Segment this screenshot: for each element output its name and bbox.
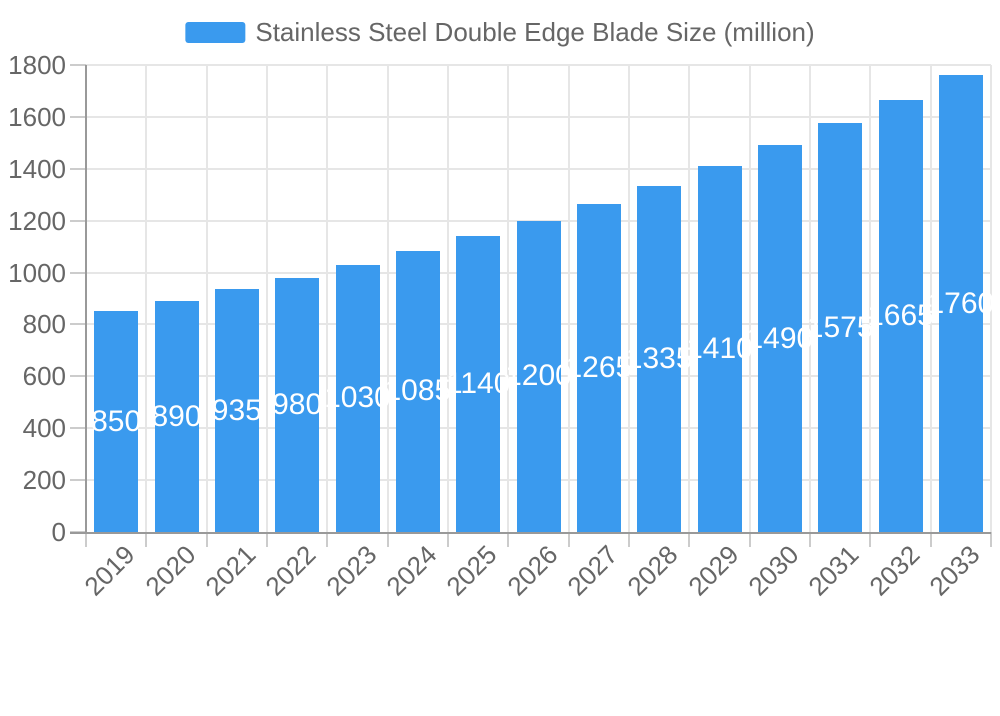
- bar[interactable]: [275, 277, 320, 532]
- y-axis-tick: [70, 64, 86, 66]
- bar-chart: Stainless Steel Double Edge Blade Size (…: [8, 17, 995, 602]
- gridline-horizontal: [86, 64, 991, 66]
- x-axis-tick: [688, 532, 691, 547]
- x-axis-line: [70, 532, 991, 534]
- x-axis-tick: [266, 532, 268, 547]
- legend[interactable]: Stainless Steel Double Edge Blade Size (…: [185, 17, 815, 47]
- gridline-vertical: [990, 65, 992, 532]
- bar-value-label: 1140: [445, 367, 511, 401]
- y-axis-label: 400: [22, 413, 66, 444]
- gridline-vertical: [567, 65, 570, 532]
- gridline-vertical: [205, 65, 208, 532]
- x-axis-tick: [145, 532, 148, 547]
- y-axis-label: 1000: [8, 257, 66, 288]
- y-axis-line: [85, 65, 87, 533]
- bar[interactable]: [697, 166, 742, 532]
- gridline-vertical: [929, 65, 932, 532]
- bar-value-label: 935: [211, 393, 262, 427]
- x-axis-tick: [326, 532, 329, 547]
- y-axis-tick: [70, 167, 86, 170]
- legend-marker-swatch: [185, 21, 246, 43]
- y-axis-label: 0: [51, 517, 66, 547]
- gridline-vertical: [809, 65, 811, 532]
- y-axis-tick: [70, 271, 86, 274]
- gridline-vertical: [869, 65, 872, 532]
- bar-value-label: 1575: [806, 310, 874, 344]
- x-axis-tick: [869, 532, 872, 547]
- bar-value-label: 1410: [686, 332, 753, 366]
- legend-label: Stainless Steel Double Edge Blade Size (…: [255, 17, 815, 47]
- y-axis-tick: [70, 115, 86, 118]
- gridline-vertical: [145, 65, 148, 532]
- gridline-vertical: [507, 65, 510, 532]
- y-axis-tick: [70, 427, 86, 430]
- bar[interactable]: [154, 301, 199, 532]
- bar-value-label: 1760: [927, 286, 995, 320]
- y-axis-tick: [70, 219, 86, 222]
- x-axis-tick: [85, 532, 87, 547]
- gridline-vertical: [447, 65, 449, 532]
- bar[interactable]: [456, 236, 501, 532]
- bar[interactable]: [516, 220, 561, 532]
- x-axis-tick: [447, 532, 449, 547]
- x-axis-tick: [567, 532, 570, 547]
- x-axis-tick: [990, 532, 992, 547]
- plot-area: 0 200 400 600 800 1000 1200 1400 1600 1800 850 2019…: [8, 50, 995, 602]
- bar-value-label: 1085: [384, 374, 452, 408]
- bar-value-label: 890: [151, 399, 202, 433]
- bar-value-label: 1030: [324, 381, 391, 415]
- bar[interactable]: [214, 289, 259, 532]
- bar[interactable]: [94, 311, 139, 532]
- gridline-vertical: [326, 65, 329, 532]
- y-axis-label: 200: [22, 465, 66, 496]
- y-axis-label: 1200: [8, 205, 66, 236]
- y-axis-label: 800: [22, 309, 66, 340]
- bar[interactable]: [395, 250, 440, 532]
- bar[interactable]: [878, 100, 923, 532]
- gridline-vertical: [748, 65, 751, 532]
- gridline-horizontal: [86, 167, 991, 170]
- bar-value-label: 1665: [867, 299, 934, 332]
- bar-value-label: 1200: [505, 359, 572, 393]
- gridline-vertical: [386, 65, 389, 532]
- y-axis-label: 1800: [8, 50, 66, 80]
- x-axis-tick: [628, 532, 630, 547]
- x-axis-tick: [929, 532, 932, 547]
- bar-value-label: 1490: [746, 321, 814, 355]
- y-axis-tick: [70, 323, 86, 326]
- y-axis-tick: [70, 375, 86, 378]
- bar[interactable]: [576, 203, 621, 532]
- bar[interactable]: [637, 185, 682, 532]
- bar-value-label: 1335: [625, 341, 693, 375]
- bar[interactable]: [818, 123, 863, 532]
- gridline-vertical: [266, 65, 268, 532]
- bar[interactable]: [335, 264, 380, 532]
- gridline-vertical: [688, 65, 691, 532]
- y-axis-label: 1600: [8, 101, 66, 132]
- bar-value-label: 850: [91, 404, 142, 438]
- bar[interactable]: [938, 75, 983, 532]
- y-axis-label: 600: [22, 361, 66, 392]
- y-axis-label: 1400: [8, 153, 66, 184]
- x-axis-tick: [386, 532, 389, 547]
- bar[interactable]: [757, 145, 802, 532]
- gridline-horizontal: [86, 115, 991, 118]
- bar-value-label: 1265: [565, 350, 633, 384]
- y-axis-tick: [70, 479, 86, 482]
- gridline-vertical: [628, 65, 630, 532]
- x-axis-tick: [748, 532, 751, 547]
- x-axis-tick: [507, 532, 510, 547]
- x-axis-tick: [205, 532, 208, 547]
- x-axis-tick: [809, 532, 811, 547]
- bar-value-label: 980: [272, 387, 323, 421]
